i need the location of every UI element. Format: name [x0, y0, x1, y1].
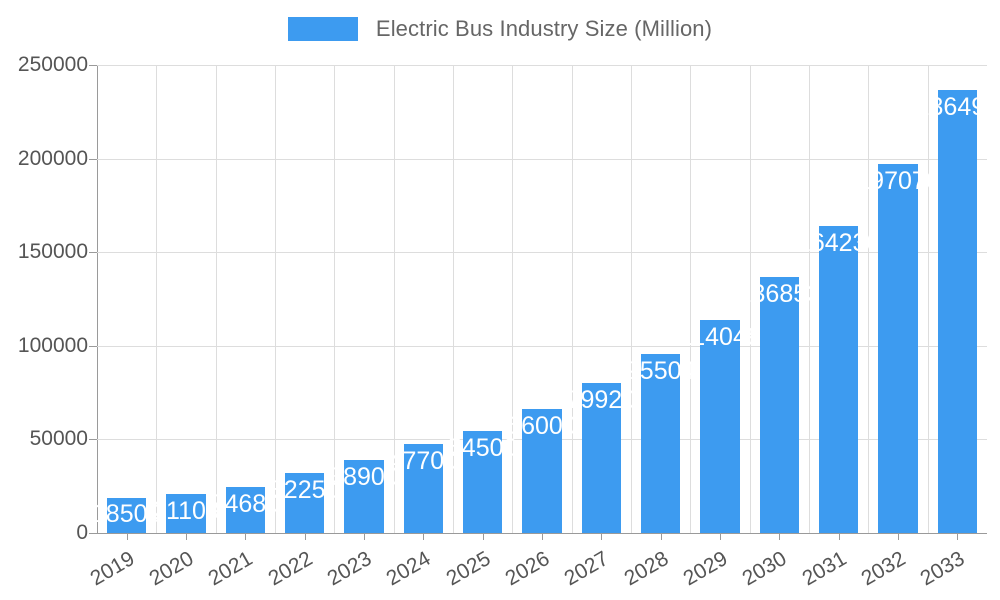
y-axis-line	[97, 65, 98, 533]
chart-legend: Electric Bus Industry Size (Million)	[0, 0, 1000, 58]
x-axis-tick-label: 2020	[145, 547, 198, 591]
y-axis-tick-label: 200000	[17, 146, 88, 170]
bar[interactable]	[285, 472, 325, 533]
x-axis-tick-label: 2021	[204, 547, 257, 591]
x-axis-tick-mark	[364, 533, 365, 540]
bar-series-electric-bus: 18500 21100 24680 32250 38900 47700 54500 66000…	[92, 65, 999, 533]
x-axis-tick-label: 2030	[738, 547, 791, 591]
bar[interactable]	[107, 498, 147, 533]
y-axis-tick-label: 0	[76, 521, 88, 544]
x-axis-tick-label: 2033	[916, 547, 969, 591]
x-axis: 2019 2020 2021 2022 2023 2024 2025 2026 2027 2028…	[86, 533, 987, 600]
x-axis-tick-label: 2019	[86, 547, 139, 591]
y-axis-tick-label: 100000	[17, 333, 88, 357]
x-axis-tick-label: 2024	[382, 547, 435, 591]
y-axis-tick-mark	[89, 439, 97, 441]
x-axis-tick-label: 2027	[560, 547, 613, 591]
y-axis-tick-mark	[89, 158, 97, 160]
bar-group[interactable]: 114048	[679, 65, 761, 533]
legend-swatch-icon	[287, 17, 358, 41]
y-axis-tick-label: 50000	[29, 427, 88, 451]
bar-group[interactable]: 236491	[916, 65, 999, 533]
y-axis-tick-label: 150000	[17, 240, 88, 264]
bar-group[interactable]: 18500	[92, 65, 161, 533]
bar-group[interactable]: 136853	[738, 65, 821, 533]
x-axis-tick-mark	[601, 533, 603, 540]
plot-area: 18500 21100 24680 32250 38900 47700 54500 66000…	[92, 65, 999, 533]
x-axis-tick-mark	[957, 533, 959, 540]
x-axis-tick-label: 2029	[679, 547, 732, 591]
bar-group[interactable]: 24680	[211, 65, 280, 533]
x-axis-tick-mark	[186, 533, 187, 540]
x-axis-tick-label: 2026	[501, 547, 554, 591]
x-axis-tick-mark	[898, 533, 899, 540]
y-axis-tick-mark	[89, 65, 97, 66]
x-axis-tick-label: 2032	[857, 547, 910, 591]
x-axis-tick-mark	[660, 533, 662, 540]
x-axis-tick-label: 2025	[442, 547, 495, 591]
x-axis-tick-label: 2023	[323, 547, 376, 591]
bar-group[interactable]: 66000	[507, 65, 577, 533]
bar[interactable]	[759, 276, 799, 533]
x-axis-tick-mark	[779, 533, 781, 540]
bar[interactable]	[819, 225, 859, 533]
bar[interactable]	[225, 486, 265, 533]
x-axis-tick-mark	[304, 533, 306, 540]
y-axis-tick-label: 250000	[17, 53, 88, 76]
bar-group[interactable]: 54500	[448, 65, 517, 533]
y-axis-tick-mark	[89, 252, 97, 254]
x-axis-tick-mark	[423, 533, 425, 540]
bar[interactable]	[344, 460, 384, 533]
bar[interactable]	[403, 443, 443, 533]
bar[interactable]	[700, 319, 740, 533]
bar-group[interactable]: 197076	[856, 65, 940, 533]
bar[interactable]	[522, 409, 562, 533]
x-axis-tick-mark	[245, 533, 247, 540]
bar[interactable]	[166, 493, 206, 533]
legend-label: Electric Bus Industry Size (Million)	[375, 16, 713, 41]
x-axis-tick-label: 2022	[264, 547, 317, 591]
x-axis-tick-mark	[720, 533, 721, 540]
legend-item-electric-bus[interactable]: Electric Bus Industry Size (Million)	[287, 16, 713, 42]
bar-group[interactable]: 164230	[797, 65, 880, 533]
bar[interactable]	[878, 164, 918, 533]
y-axis-tick-mark	[89, 345, 97, 347]
x-axis-tick-label: 2031	[798, 547, 851, 591]
x-axis-tick-mark	[482, 533, 484, 540]
y-axis-tick-mark	[89, 533, 97, 534]
x-axis-tick-mark	[838, 533, 840, 540]
bar-group[interactable]: 47700	[389, 65, 458, 533]
x-axis-tick-label: 2028	[620, 547, 673, 591]
y-axis: 0 50000 100000 150000 200000 250000	[0, 0, 97, 600]
bar[interactable]	[581, 383, 621, 533]
bar[interactable]	[641, 354, 681, 533]
bar-group[interactable]: 21100	[152, 65, 220, 533]
bar-group[interactable]: 95504	[626, 65, 695, 533]
x-axis-tick-mark	[542, 533, 543, 540]
bar-group[interactable]: 79920	[567, 65, 636, 533]
x-axis-tick-mark	[126, 533, 128, 540]
bar-group[interactable]: 32250	[270, 65, 339, 533]
bar-group[interactable]: 38900	[329, 65, 399, 533]
bar[interactable]	[463, 430, 503, 533]
bar[interactable]	[937, 90, 977, 533]
